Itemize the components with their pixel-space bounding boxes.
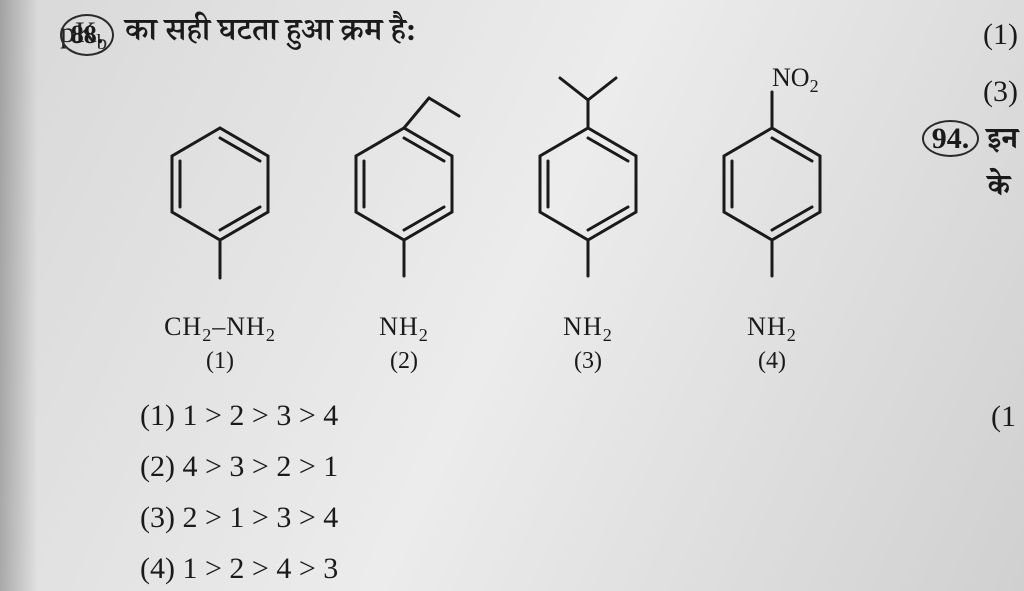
molecule-1-index: (1) [206, 348, 234, 375]
right-column-peek: (1) (3) [983, 6, 1018, 120]
question-title: का सही घटता हुआ क्रम है: [125, 10, 416, 60]
option-3: (3) 2 > 1 > 3 > 4 [140, 492, 338, 543]
right-peek-1: (1) [983, 6, 1018, 63]
molecule-2-svg [324, 58, 484, 308]
molecule-2-index: (2) [390, 348, 418, 375]
question-94-text1: इन [987, 122, 1018, 155]
molecule-3-label: NH2 [563, 312, 613, 346]
page-shadow [0, 0, 38, 591]
bottom-right-peek: (1 [991, 400, 1016, 434]
molecule-1-svg [140, 98, 300, 308]
question-94: 94. इन के [922, 120, 1018, 214]
molecule-1: CH2–NH2 (1) [140, 98, 300, 375]
question-number-badge: 88. [60, 14, 114, 56]
molecule-3-svg [508, 58, 668, 308]
molecule-3-index: (3) [574, 348, 602, 375]
question-number: 88. [71, 20, 104, 50]
svg-text:NO2: NO2 [772, 63, 819, 96]
molecule-4: NO2 NH2 (4) [692, 58, 852, 375]
option-2: (2) 4 > 3 > 2 > 1 [140, 441, 338, 492]
molecule-2-label: NH2 [379, 312, 429, 346]
option-4: (4) 1 > 2 > 4 > 3 [140, 543, 338, 591]
question-94-text2: के [988, 167, 1018, 214]
page: 88. pKb का सही घटता हुआ क्रम है: CH2–NH2 [0, 0, 1024, 591]
molecule-4-label: NH2 [747, 312, 797, 346]
option-1: (1) 1 > 2 > 3 > 4 [140, 390, 338, 441]
molecule-4-index: (4) [758, 348, 786, 375]
molecule-3: NH2 (3) [508, 58, 668, 375]
options-list: (1) 1 > 2 > 3 > 4 (2) 4 > 3 > 2 > 1 (3) … [140, 390, 338, 591]
question-row: 88. pKb का सही घटता हुआ क्रम है: [60, 10, 416, 60]
molecule-2: NH2 (2) [324, 58, 484, 375]
structures-row: CH2–NH2 (1) NH2 (2) [140, 58, 852, 375]
right-peek-3: (3) [983, 63, 1018, 120]
molecule-4-svg: NO2 [692, 58, 852, 308]
molecule-1-label: CH2–NH2 [164, 312, 276, 346]
question-94-number: 94. [922, 120, 980, 157]
